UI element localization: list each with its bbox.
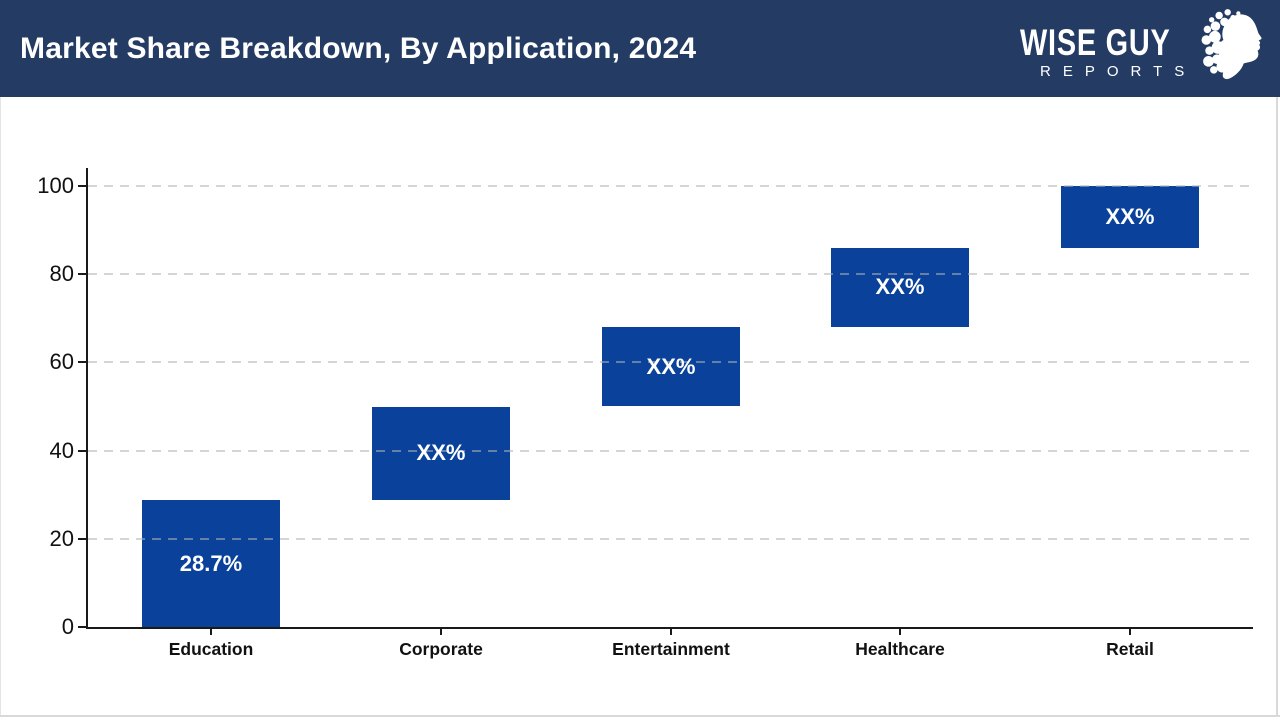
bar-corporate bbox=[372, 406, 510, 501]
y-axis bbox=[86, 168, 88, 629]
page-title: Market Share Breakdown, By Application, … bbox=[20, 32, 697, 65]
y-tick-0 bbox=[78, 626, 86, 628]
y-tick-60 bbox=[78, 361, 86, 364]
bar-healthcare bbox=[831, 247, 969, 328]
x-tick-healthcare bbox=[899, 627, 901, 635]
y-tick-label-100: 100 bbox=[37, 173, 74, 198]
brand-reports-label: REPORTS bbox=[1040, 63, 1197, 80]
bar-value-label-education: 28.7% bbox=[179, 550, 243, 576]
y-tick-40 bbox=[78, 449, 86, 452]
x-tick-label-education: Education bbox=[168, 639, 254, 659]
x-tick-education bbox=[210, 627, 212, 635]
gridline-40 bbox=[88, 449, 1253, 452]
gridline-20 bbox=[88, 537, 1253, 540]
y-tick-20 bbox=[78, 537, 86, 540]
bar-education bbox=[142, 500, 280, 627]
x-tick-label-entertainment: Entertainment bbox=[612, 639, 730, 659]
brand-face-icon bbox=[1201, 9, 1262, 80]
y-tick-label-20: 20 bbox=[49, 525, 74, 551]
y-tick-100 bbox=[78, 185, 86, 187]
card-border-right bbox=[1276, 97, 1278, 717]
card-border-left bbox=[0, 97, 1, 717]
gridline-60 bbox=[88, 361, 1253, 364]
bar-value-label-retail: XX% bbox=[1105, 203, 1155, 229]
bar-entertainment bbox=[602, 327, 740, 407]
gridline-80 bbox=[88, 273, 1253, 276]
bar-value-label-entertainment: XX% bbox=[646, 353, 696, 379]
y-tick-80 bbox=[78, 273, 86, 276]
x-tick-entertainment bbox=[670, 627, 672, 635]
bar-value-label-healthcare: XX% bbox=[875, 274, 925, 300]
y-tick-label-80: 80 bbox=[49, 261, 74, 287]
x-tick-label-retail: Retail bbox=[1106, 639, 1154, 659]
brand-logo: WISE GUY REPORTS bbox=[1014, 8, 1264, 90]
x-axis bbox=[86, 627, 1253, 629]
y-tick-label-40: 40 bbox=[49, 437, 74, 463]
y-tick-label-60: 60 bbox=[49, 349, 74, 375]
x-tick-label-healthcare: Healthcare bbox=[855, 639, 945, 659]
x-tick-label-corporate: Corporate bbox=[399, 639, 483, 659]
bar-retail bbox=[1061, 186, 1199, 248]
card-border-bottom bbox=[0, 715, 1280, 717]
header-band: Market Share Breakdown, By Application, … bbox=[0, 0, 1280, 97]
brand-wordmark: WISE GUY bbox=[1020, 22, 1171, 63]
gridline-100 bbox=[88, 185, 1253, 187]
y-tick-label-0: 0 bbox=[61, 614, 74, 639]
bar-value-label-corporate: XX% bbox=[416, 440, 466, 466]
x-tick-retail bbox=[1129, 627, 1131, 635]
x-tick-corporate bbox=[440, 627, 442, 635]
